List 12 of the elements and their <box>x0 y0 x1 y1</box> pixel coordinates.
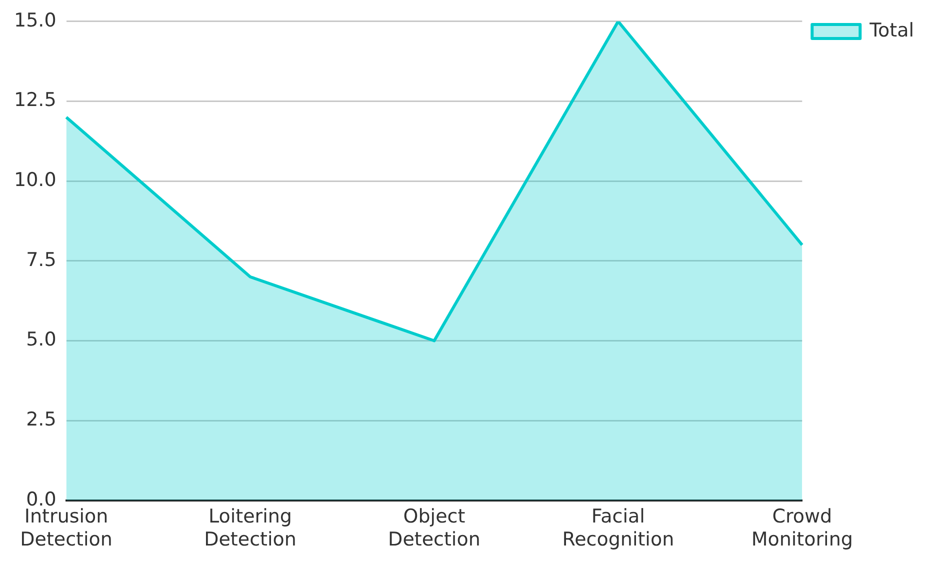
x-tick-label: Intrusion Detection <box>20 506 112 551</box>
x-tick-label: Crowd Monitoring <box>751 506 853 551</box>
y-tick-label: 10.0 <box>14 169 56 192</box>
y-tick-label: 12.5 <box>14 89 56 112</box>
y-tick-label: 5.0 <box>26 328 56 351</box>
x-tick-label: Loitering Detection <box>204 506 296 551</box>
y-tick-label: 2.5 <box>26 408 56 431</box>
legend-label: Total <box>868 19 914 42</box>
x-tick-label: Facial Recognition <box>562 506 674 551</box>
y-tick-label: 7.5 <box>26 248 56 271</box>
x-tick-label: Object Detection <box>388 506 480 551</box>
y-tick-label: 15.0 <box>14 9 56 32</box>
